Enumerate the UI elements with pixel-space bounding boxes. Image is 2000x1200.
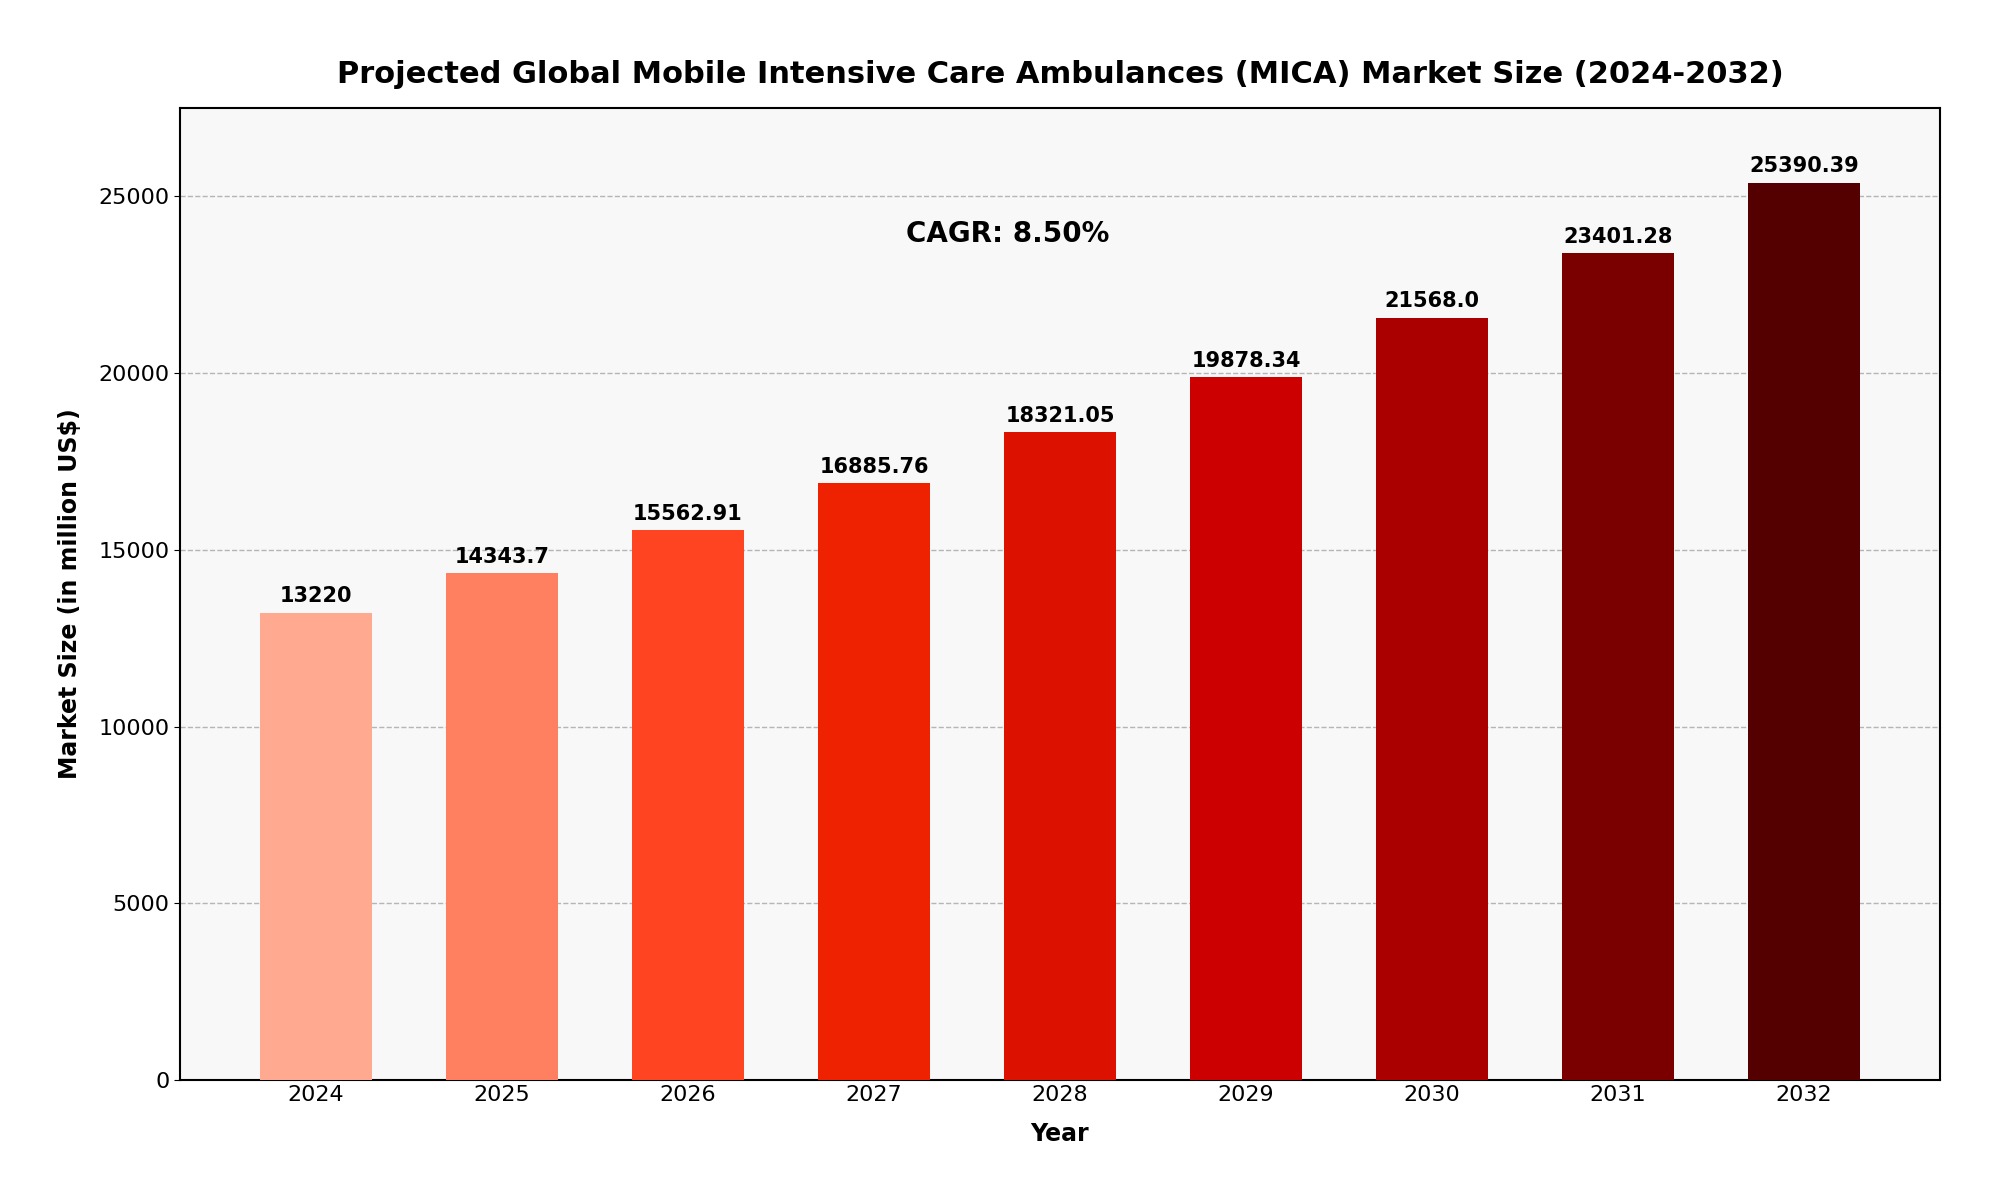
Text: 18321.05: 18321.05 <box>1006 406 1114 426</box>
Bar <box>260 613 372 1080</box>
Text: 13220: 13220 <box>280 587 352 606</box>
Text: 14343.7: 14343.7 <box>454 547 550 566</box>
Text: 15562.91: 15562.91 <box>634 504 742 523</box>
Text: 23401.28: 23401.28 <box>1564 227 1672 246</box>
Bar <box>1190 377 1302 1080</box>
Bar <box>632 530 744 1080</box>
Bar <box>1562 253 1674 1080</box>
Text: 16885.76: 16885.76 <box>820 457 928 476</box>
Bar <box>1748 182 1860 1080</box>
Bar <box>818 484 930 1080</box>
Text: 25390.39: 25390.39 <box>1750 156 1860 176</box>
Title: Projected Global Mobile Intensive Care Ambulances (MICA) Market Size (2024-2032): Projected Global Mobile Intensive Care A… <box>336 60 1784 89</box>
Bar <box>446 574 558 1080</box>
Text: CAGR: 8.50%: CAGR: 8.50% <box>906 221 1108 248</box>
Text: 21568.0: 21568.0 <box>1384 292 1480 311</box>
Y-axis label: Market Size (in million US$): Market Size (in million US$) <box>58 409 82 779</box>
X-axis label: Year: Year <box>1030 1122 1090 1146</box>
Bar <box>1004 432 1116 1080</box>
Bar <box>1376 318 1488 1080</box>
Text: 19878.34: 19878.34 <box>1192 352 1300 371</box>
